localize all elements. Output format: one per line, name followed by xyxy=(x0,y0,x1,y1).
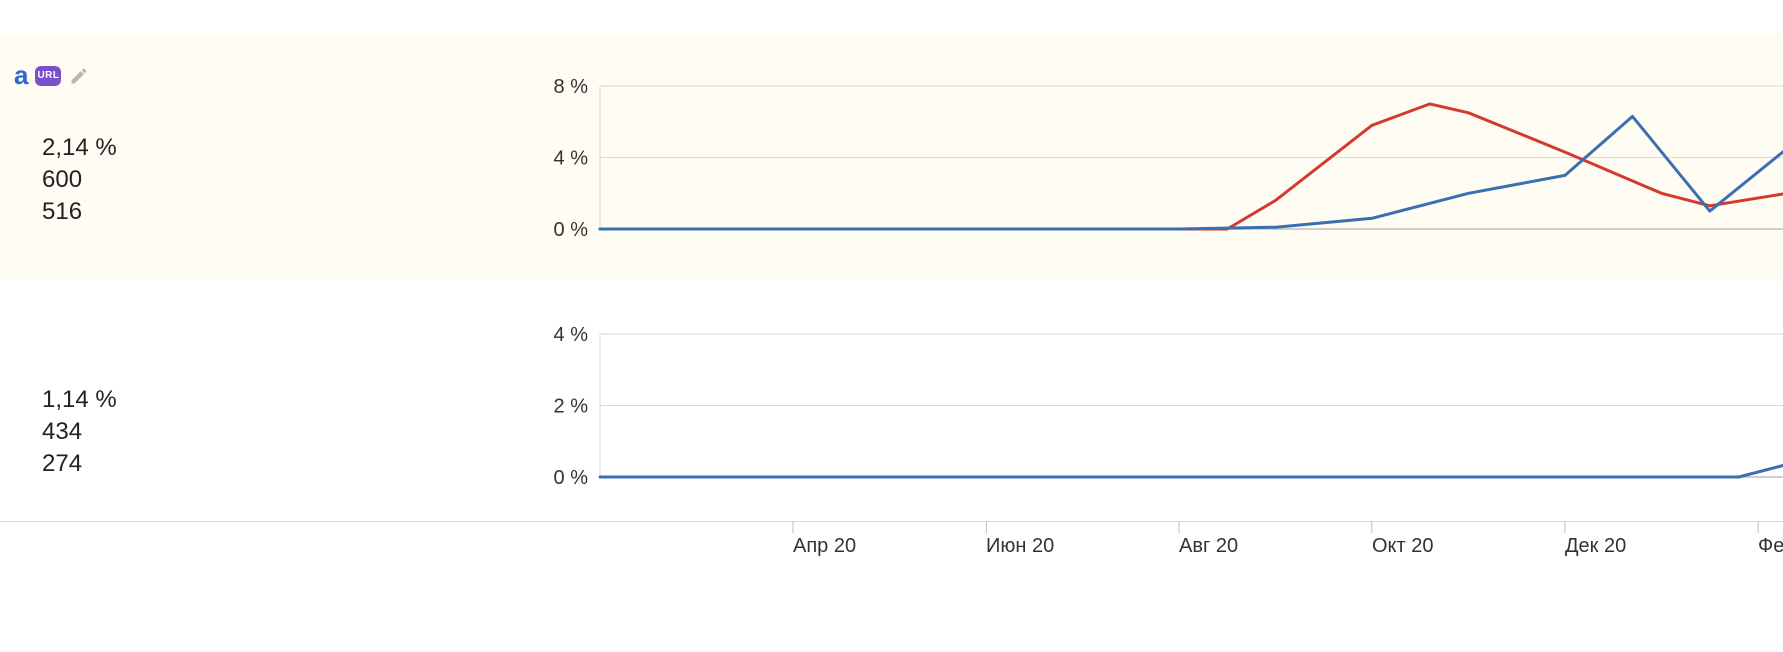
stat-value-1: 434 xyxy=(42,418,117,446)
url-badge-text: URL xyxy=(37,70,59,81)
svg-text:0 %: 0 % xyxy=(554,467,589,489)
svg-text:4 %: 4 % xyxy=(554,148,589,170)
stat-value-2: 274 xyxy=(42,450,117,478)
stat-percent: 2,14 % xyxy=(42,134,117,162)
x-axis-tick: Окт 20 xyxy=(1341,521,1403,558)
stat-percent: 1,14 % xyxy=(42,386,117,414)
stat-value-1: 600 xyxy=(42,166,117,194)
x-axis-tick: Авг 20 xyxy=(1149,521,1208,558)
x-axis-baseline xyxy=(0,521,1783,522)
x-axis-tick: Июн 20 xyxy=(952,521,1020,558)
svg-text:0 %: 0 % xyxy=(554,219,589,241)
svg-text:2 %: 2 % xyxy=(554,396,589,418)
x-axis-tick: Дек 20 xyxy=(1534,521,1595,558)
row-stats-1: 2,14 % 600 516 xyxy=(42,134,117,226)
url-badge[interactable]: URL xyxy=(35,66,61,86)
x-axis: Апр 20 Июн 20 Авг 20 Окт 20 Дек 20 Фев 21 xyxy=(0,521,1783,581)
origin-indicator: а xyxy=(14,60,27,91)
x-axis-tick: Фев 21 xyxy=(1726,521,1783,558)
row-header-icons: а URL xyxy=(14,60,89,91)
line-chart-1: 0 % 4 % 8 % xyxy=(530,34,1783,280)
data-row-2: 1,14 % 434 274 0 % 2 % 4 % xyxy=(0,296,1783,521)
svg-text:8 %: 8 % xyxy=(554,76,589,98)
line-chart-2: 0 % 2 % 4 % xyxy=(530,296,1783,521)
edit-icon[interactable] xyxy=(69,66,89,86)
x-axis-tick: Апр 20 xyxy=(761,521,824,558)
row-stats-2: 1,14 % 434 274 xyxy=(42,386,117,478)
stat-value-2: 516 xyxy=(42,198,117,226)
data-row-1: а URL 2,14 % 600 516 0 % 4 % 8 % xyxy=(0,34,1783,280)
svg-text:4 %: 4 % xyxy=(554,324,589,346)
